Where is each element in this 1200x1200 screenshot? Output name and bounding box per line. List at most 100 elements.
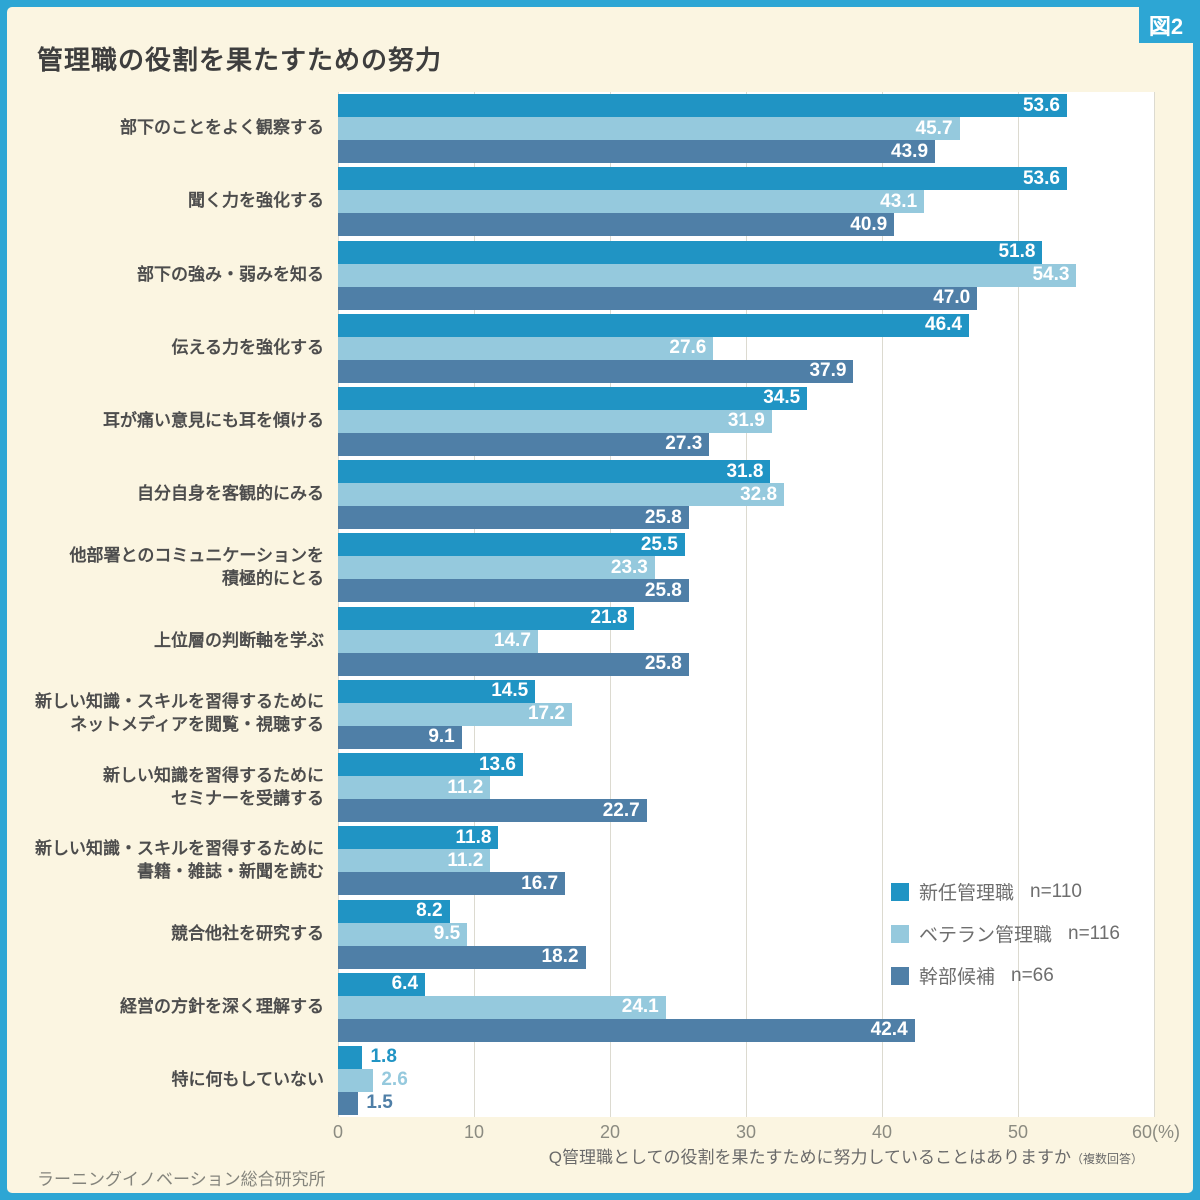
value-label: 1.5	[366, 1092, 393, 1114]
survey-question-footnote: Q管理職としての役割を果たすために努力していることはありますか（複数回答）	[549, 1143, 1143, 1168]
bar: 31.8	[338, 460, 771, 484]
bar: 1.5	[338, 1091, 393, 1115]
category-label: 耳が痛い意見にも耳を傾ける	[103, 411, 324, 431]
value-label: 45.7	[915, 117, 953, 139]
x-tick-label: 40	[871, 1122, 892, 1142]
bar-group: 部下の強み・弱みを知る 51.8 54.3 47.0	[7, 238, 1200, 311]
bar: 11.2	[338, 849, 491, 873]
legend-series-name: 幹部候補	[919, 967, 996, 988]
legend-sample-size: n=110	[1030, 880, 1082, 902]
chart-legend: 新任管理職 n=110 ベテラン管理職 n=116 幹部候補 n=66	[891, 878, 1120, 1004]
gridline-40	[881, 92, 883, 1117]
figure-number-badge: 図2	[1139, 7, 1193, 43]
bar: 42.4	[338, 1018, 915, 1042]
legend-item: ベテラン管理職 n=116	[891, 920, 1120, 947]
category-label: 特に何もしていない	[171, 1069, 325, 1089]
value-label: 32.8	[740, 483, 778, 505]
bar: 27.6	[338, 336, 714, 360]
bar-group: 経営の方針を深く理解する 6.4 24.1 42.4	[7, 971, 1200, 1044]
bars: 13.6 11.2 22.7	[338, 753, 1154, 823]
category-label: 自分自身を客観的にみる	[137, 484, 324, 504]
legend-item: 新任管理職 n=110	[891, 878, 1120, 905]
x-tick-label: 0	[332, 1122, 344, 1142]
gridline-10	[473, 92, 475, 1117]
value-label: 43.1	[880, 190, 918, 212]
legend-swatch	[891, 966, 909, 985]
bar-group: 新しい知識を習得するために セミナーを受講する 13.6 11.2 22.7	[7, 751, 1200, 824]
bars: 21.8 14.7 25.8	[338, 606, 1154, 676]
bar: 45.7	[338, 117, 960, 141]
bar: 11.8	[338, 826, 499, 850]
bar: 37.9	[338, 359, 854, 383]
bar: 32.8	[338, 483, 785, 507]
bar: 31.9	[338, 409, 772, 433]
bar: 16.7	[338, 872, 566, 896]
value-label: 9.5	[433, 923, 461, 945]
bars: 14.5 17.2 9.1	[338, 679, 1154, 749]
value-label: 18.2	[541, 946, 579, 968]
value-label: 14.5	[491, 680, 529, 702]
category-label: 上位層の判断軸を学ぶ	[154, 630, 324, 650]
bar: 22.7	[338, 799, 647, 823]
bar-group: 部下のことをよく観察する 53.6 45.7 43.9	[7, 92, 1200, 165]
category-label: 聞く力を強化する	[188, 191, 324, 211]
bar: 43.1	[338, 190, 925, 214]
value-label: 23.3	[610, 556, 648, 578]
value-label: 40.9	[850, 213, 888, 235]
bars: 46.4 27.6 37.9	[338, 313, 1154, 383]
bar-group: 新しい知識・スキルを習得するために ネットメディアを閲覧・視聴する 14.5 17.2…	[7, 678, 1200, 751]
value-label: 11.8	[455, 826, 492, 848]
bar: 14.5	[338, 679, 536, 703]
category-label: 新しい知識を習得するために セミナーを受講する	[103, 765, 324, 808]
value-label: 54.3	[1032, 264, 1070, 286]
value-label: 31.8	[726, 460, 764, 482]
legend-sample-size: n=116	[1068, 922, 1120, 944]
bar: 23.3	[338, 556, 655, 580]
value-label: 25.8	[644, 506, 682, 528]
bar: 18.2	[338, 945, 586, 969]
bars: 25.5 23.3 25.8	[338, 533, 1154, 603]
legend-sample-size: n=66	[1011, 964, 1054, 986]
legend-swatch	[891, 924, 909, 943]
bars: 8.2 9.5 18.2	[338, 899, 1154, 969]
value-label: 27.6	[669, 337, 707, 359]
gridline-50	[1018, 92, 1019, 1117]
bar: 47.0	[338, 286, 978, 310]
value-label: 11.2	[447, 776, 484, 798]
x-tick-label: 50	[1007, 1122, 1029, 1142]
bar-group: 競合他社を研究する 8.2 9.5 18.2	[7, 897, 1200, 970]
value-label: 8.2	[416, 900, 443, 922]
value-label: 42.4	[870, 1019, 908, 1041]
bar: 25.5	[338, 533, 685, 557]
bar: 25.8	[338, 652, 689, 676]
value-label: 31.9	[727, 410, 765, 432]
bars: 31.8 32.8 25.8	[338, 460, 1154, 530]
bar: 40.9	[338, 213, 895, 237]
bar-group: 他部署とのコミュニケーションを 積極的にとる 25.5 23.3 25.8	[7, 531, 1200, 604]
x-axis: 0 10 20 30 40 50 60(%)	[333, 1122, 1180, 1146]
bar: 53.6	[338, 94, 1067, 118]
bar: 54.3	[338, 263, 1077, 287]
bar-group: 聞く力を強化する 53.6 43.1 40.9	[7, 165, 1200, 238]
gridline-30	[746, 92, 747, 1117]
category-label: 他部署とのコミュニケーションを 積極的にとる	[69, 545, 325, 588]
source-credit: ラーニングイノベーション総合研究所	[37, 1170, 326, 1189]
legend-series-name: ベテラン管理職	[919, 925, 1053, 946]
x-tick-label: 10	[463, 1122, 484, 1142]
x-tick-label: 30	[735, 1122, 757, 1142]
legend-series-name: 新任管理職	[919, 883, 1015, 904]
bar-group: 伝える力を強化する 46.4 27.6 37.9	[7, 312, 1200, 385]
category-label: 新しい知識・スキルを習得するために ネットメディアを閲覧・視聴する	[35, 692, 324, 735]
bar: 13.6	[338, 753, 523, 777]
value-label: 16.7	[521, 872, 559, 894]
bars: 11.8 11.2 16.7	[338, 826, 1154, 896]
value-label: 21.8	[590, 607, 628, 629]
x-tick-label: 20	[599, 1122, 620, 1142]
value-label: 22.7	[602, 799, 640, 821]
bar-groups-container: 部下のことをよく観察する 53.6 45.7 43.9 聞く力を強化する 53.6 43.1…	[7, 92, 1200, 1117]
bars: 6.4 24.1 42.4	[338, 972, 1154, 1042]
value-label: 9.1	[428, 726, 455, 748]
x-tick-label: 60(%)	[1132, 1122, 1181, 1142]
bar: 43.9	[338, 140, 936, 164]
bars: 51.8 54.3 47.0	[338, 240, 1154, 310]
